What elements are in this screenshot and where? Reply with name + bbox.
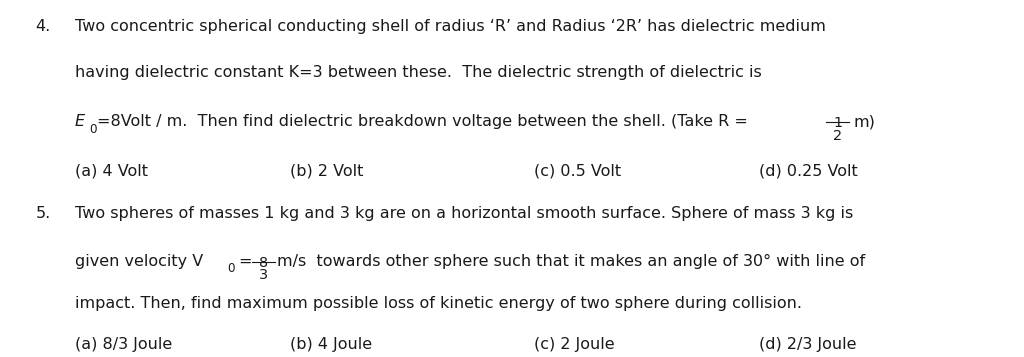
- Text: (c) 2 Joule: (c) 2 Joule: [534, 337, 614, 352]
- Text: (d) 0.25 Volt: (d) 0.25 Volt: [759, 164, 857, 179]
- Text: (b) 4 Joule: (b) 4 Joule: [290, 337, 372, 352]
- Text: (b) 2 Volt: (b) 2 Volt: [290, 164, 362, 179]
- Text: (a) 4 Volt: (a) 4 Volt: [75, 164, 147, 179]
- Text: m): m): [853, 114, 876, 129]
- Text: m/s  towards other sphere such that it makes an angle of 30° with line of: m/s towards other sphere such that it ma…: [276, 254, 865, 269]
- Text: having dielectric constant K=3 between these.  The dielectric strength of dielec: having dielectric constant K=3 between t…: [75, 65, 762, 80]
- Text: 0: 0: [227, 262, 234, 275]
- Text: =: =: [238, 254, 251, 269]
- Text: E: E: [75, 114, 85, 129]
- Text: (a) 8/3 Joule: (a) 8/3 Joule: [75, 337, 172, 352]
- Text: 2: 2: [834, 129, 843, 143]
- Text: impact. Then, find maximum possible loss of kinetic energy of two sphere during : impact. Then, find maximum possible loss…: [75, 296, 802, 311]
- Text: (d) 2/3 Joule: (d) 2/3 Joule: [759, 337, 856, 352]
- Text: 8: 8: [259, 256, 268, 270]
- Text: 3: 3: [259, 268, 268, 282]
- Text: 1: 1: [834, 116, 843, 130]
- Text: given velocity V: given velocity V: [75, 254, 203, 269]
- Text: 4.: 4.: [36, 19, 51, 34]
- Text: Two spheres of masses 1 kg and 3 kg are on a horizontal smooth surface. Sphere o: Two spheres of masses 1 kg and 3 kg are …: [75, 206, 853, 221]
- Text: (c) 0.5 Volt: (c) 0.5 Volt: [534, 164, 621, 179]
- Text: 0: 0: [89, 123, 96, 136]
- Text: =8Volt / m.  Then find dielectric breakdown voltage between the shell. (Take R =: =8Volt / m. Then find dielectric breakdo…: [97, 114, 748, 129]
- Text: Two concentric spherical conducting shell of radius ‘R’ and Radius ‘2R’ has diel: Two concentric spherical conducting shel…: [75, 19, 825, 34]
- Text: 5.: 5.: [36, 206, 51, 221]
